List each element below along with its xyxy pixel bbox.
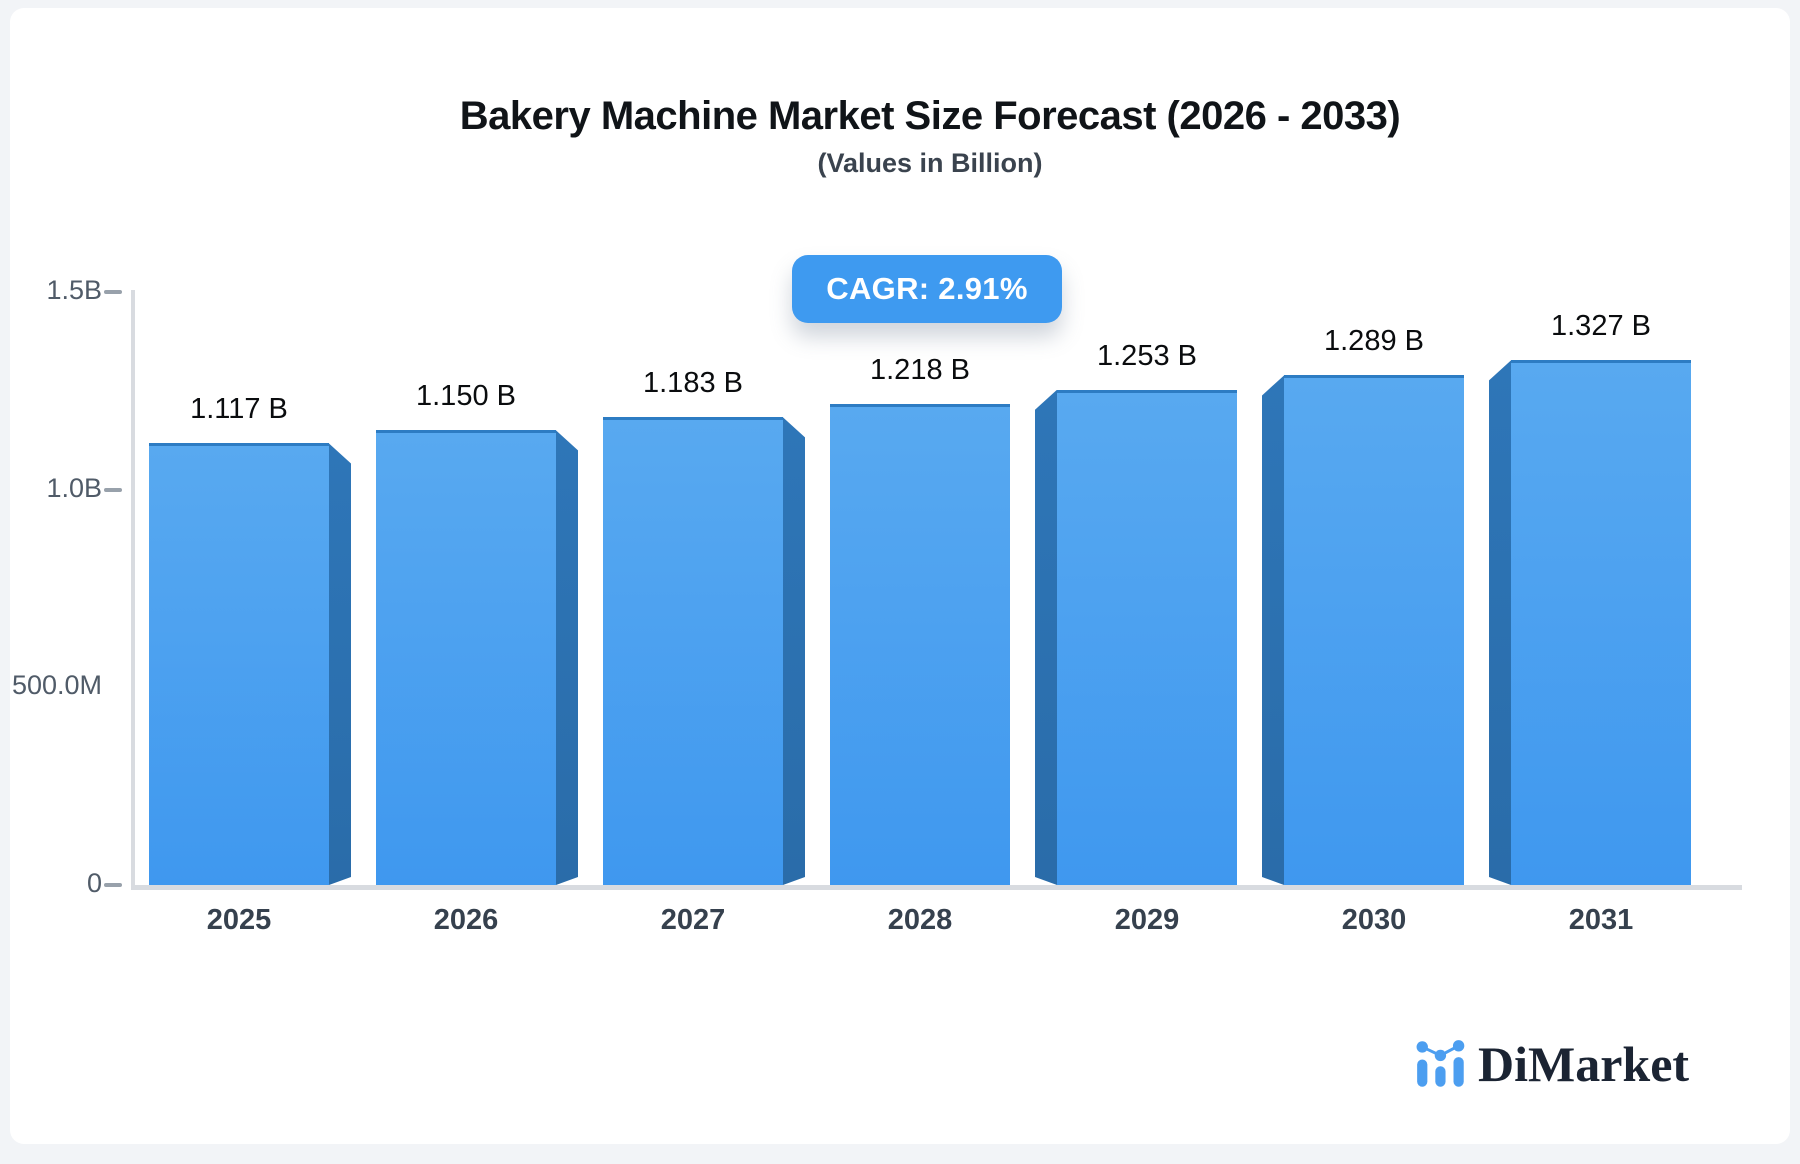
bar bbox=[149, 443, 329, 885]
bar-line-chart-icon bbox=[1416, 1040, 1465, 1087]
x-axis-label: 2028 bbox=[887, 904, 953, 936]
x-axis-line bbox=[131, 885, 1742, 890]
bar-value-label: 1.289 B bbox=[1324, 325, 1424, 358]
bar-3d-side bbox=[329, 443, 351, 885]
brand-name: DiMarket bbox=[1478, 1035, 1690, 1092]
bar bbox=[1284, 375, 1464, 885]
brand-logo: DiMarket bbox=[1416, 1035, 1690, 1092]
bar-3d-side bbox=[556, 430, 578, 885]
y-axis-tick-label: 0 bbox=[86, 868, 102, 898]
bar bbox=[376, 430, 556, 885]
x-axis-label: 2031 bbox=[1568, 904, 1634, 936]
bar-3d-side bbox=[1035, 390, 1057, 885]
chart-subtitle: (Values in Billion) bbox=[817, 148, 1043, 178]
bar-value-label: 1.327 B bbox=[1551, 310, 1651, 343]
y-axis-tick-label: 500.0M bbox=[11, 670, 102, 701]
bar-3d-side bbox=[1489, 360, 1511, 885]
bar-value-label: 1.183 B bbox=[643, 367, 743, 400]
y-axis-line bbox=[131, 290, 135, 889]
bar-value-label: 1.218 B bbox=[870, 353, 970, 386]
x-axis-label: 2029 bbox=[1114, 904, 1180, 936]
bar-value-label: 1.117 B bbox=[190, 393, 288, 426]
y-axis-tick-label: 1.5B bbox=[46, 275, 102, 306]
bar-value-label: 1.150 B bbox=[416, 380, 516, 413]
bar bbox=[830, 403, 1010, 885]
cagr-badge-label: CAGR: 2.91% bbox=[826, 271, 1028, 306]
bar-value-label: 1.253 B bbox=[1097, 339, 1197, 372]
chart-card: Bakery Machine Market Size Forecast (202… bbox=[10, 8, 1790, 1144]
x-axis-label: 2026 bbox=[433, 904, 499, 936]
bar bbox=[1057, 389, 1237, 885]
y-axis-tick-mark bbox=[104, 487, 122, 492]
chart-title: Bakery Machine Market Size Forecast (202… bbox=[459, 94, 1401, 138]
bar-3d-side bbox=[1262, 375, 1284, 885]
y-axis-tick-label: 1.0B bbox=[46, 472, 102, 503]
bar bbox=[1511, 360, 1691, 885]
x-axis-label: 2030 bbox=[1341, 904, 1407, 936]
bar bbox=[603, 417, 783, 885]
y-axis-tick-mark bbox=[104, 290, 122, 295]
x-axis-label: 2025 bbox=[206, 904, 272, 936]
y-axis-tick-mark bbox=[104, 883, 122, 887]
bar-3d-side bbox=[783, 417, 805, 885]
chart-stage: Bakery Machine Market Size Forecast (202… bbox=[10, 8, 1790, 1144]
cagr-badge: CAGR: 2.91% bbox=[792, 255, 1062, 323]
x-axis-label: 2027 bbox=[660, 904, 726, 936]
